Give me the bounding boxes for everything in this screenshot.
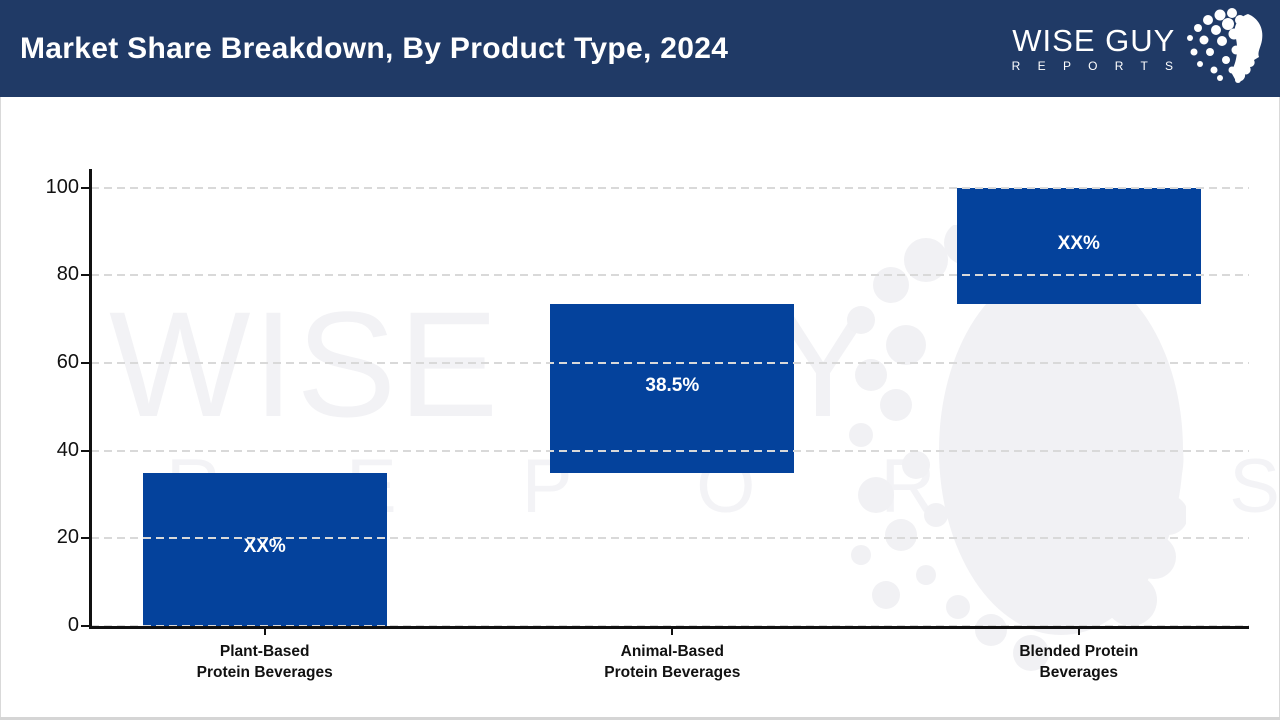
y-tick-label: 100 — [45, 175, 79, 198]
bar-segment — [142, 472, 387, 626]
brand-subtitle: R E P O R T S — [1011, 59, 1180, 73]
bar-segment — [956, 187, 1201, 304]
bar-value-label: 38.5% — [645, 375, 700, 397]
bar-value-label: XX% — [243, 536, 286, 558]
y-tick-mark — [81, 537, 89, 540]
gridline — [91, 186, 1249, 189]
page-title: Market Share Breakdown, By Product Type,… — [20, 31, 729, 65]
y-axis-line — [89, 169, 92, 628]
brand-face-icon — [1187, 7, 1263, 83]
y-tick-label: 60 — [56, 350, 79, 373]
bar-segment — [550, 303, 795, 473]
brand-name: WISE GUY — [1012, 23, 1176, 58]
x-category-label: Animal-Based Protein Beverages — [604, 643, 741, 681]
gridline — [91, 274, 1249, 277]
gridline — [91, 537, 1249, 540]
y-tick-mark — [81, 186, 89, 189]
brand-logo-text: WISE GUY R E P O R T S — [1008, 25, 1180, 72]
y-tick-label: 20 — [56, 526, 79, 549]
y-tick-label: 80 — [56, 263, 79, 286]
y-tick-mark — [81, 274, 89, 277]
y-tick-mark — [81, 449, 89, 452]
y-tick-label: 40 — [56, 438, 79, 461]
x-axis-line — [89, 626, 1249, 629]
y-tick-label: 0 — [67, 614, 79, 636]
x-tick-mark — [1077, 628, 1080, 635]
x-category-label: Blended Protein Beverages — [1019, 643, 1139, 681]
y-tick-mark — [81, 361, 89, 364]
bar-value-label: XX% — [1057, 232, 1100, 254]
gridline — [91, 449, 1249, 452]
brand-logo: WISE GUY R E P O R T S — [1008, 7, 1264, 90]
x-tick-mark — [671, 628, 674, 635]
chart-region: WISE GUY R E P O R T S XX% 38.5% XX% 0 20 40… — [0, 97, 1280, 717]
x-category-label: Plant-Based Protein Beverages — [196, 643, 333, 681]
gridline — [91, 361, 1249, 364]
x-tick-mark — [263, 628, 266, 635]
plot-area: XX% 38.5% XX% — [91, 170, 1249, 627]
header-bar: Market Share Breakdown, By Product Type,… — [0, 0, 1280, 97]
y-tick-mark — [81, 625, 89, 627]
